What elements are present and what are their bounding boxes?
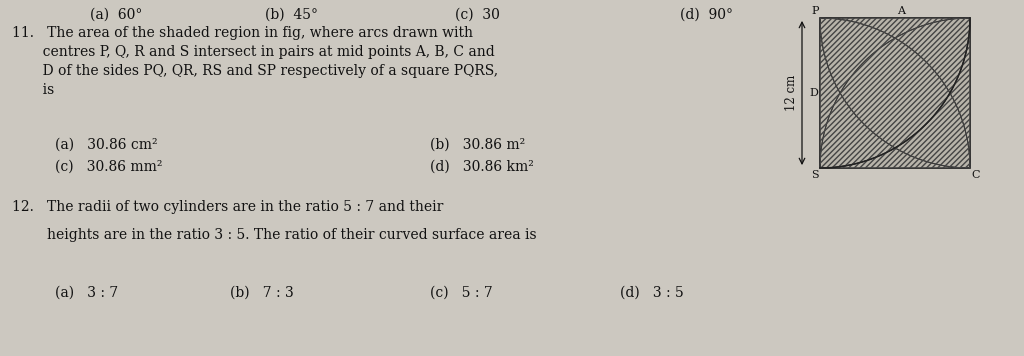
Text: P: P [811,6,819,16]
Text: (b)   7 : 3: (b) 7 : 3 [230,286,294,300]
Text: (a)   3 : 7: (a) 3 : 7 [55,286,118,300]
Polygon shape [820,18,970,168]
Text: A: A [897,6,905,16]
Text: (d)   3 : 5: (d) 3 : 5 [620,286,684,300]
Text: (c)   30.86 mm²: (c) 30.86 mm² [55,160,163,174]
Text: (b)  45°: (b) 45° [265,8,318,22]
Text: S: S [811,170,819,180]
Text: D: D [809,88,818,98]
Text: is: is [12,83,54,97]
Text: 11.   The area of the shaded region in fig, where arcs drawn with: 11. The area of the shaded region in fig… [12,26,473,40]
Text: 12.   The radii of two cylinders are in the ratio 5 : 7 and their: 12. The radii of two cylinders are in th… [12,200,443,214]
Text: (a)  60°: (a) 60° [90,8,142,22]
Text: heights are in the ratio 3 : 5. The ratio of their curved surface area is: heights are in the ratio 3 : 5. The rati… [12,228,537,242]
Text: (c)  30: (c) 30 [455,8,500,22]
Text: C: C [971,170,980,180]
Text: D of the sides PQ, QR, RS and SP respectively of a square PQRS,: D of the sides PQ, QR, RS and SP respect… [12,64,498,78]
Text: 12 cm: 12 cm [785,75,798,111]
Text: (c)   5 : 7: (c) 5 : 7 [430,286,493,300]
Text: centres P, Q, R and S intersect in pairs at mid points A, B, C and: centres P, Q, R and S intersect in pairs… [12,45,495,59]
Text: (d)  90°: (d) 90° [680,8,733,22]
Polygon shape [820,18,970,168]
Text: (d)   30.86 km²: (d) 30.86 km² [430,160,534,174]
Text: (b)   30.86 m²: (b) 30.86 m² [430,138,525,152]
Text: (a)   30.86 cm²: (a) 30.86 cm² [55,138,158,152]
